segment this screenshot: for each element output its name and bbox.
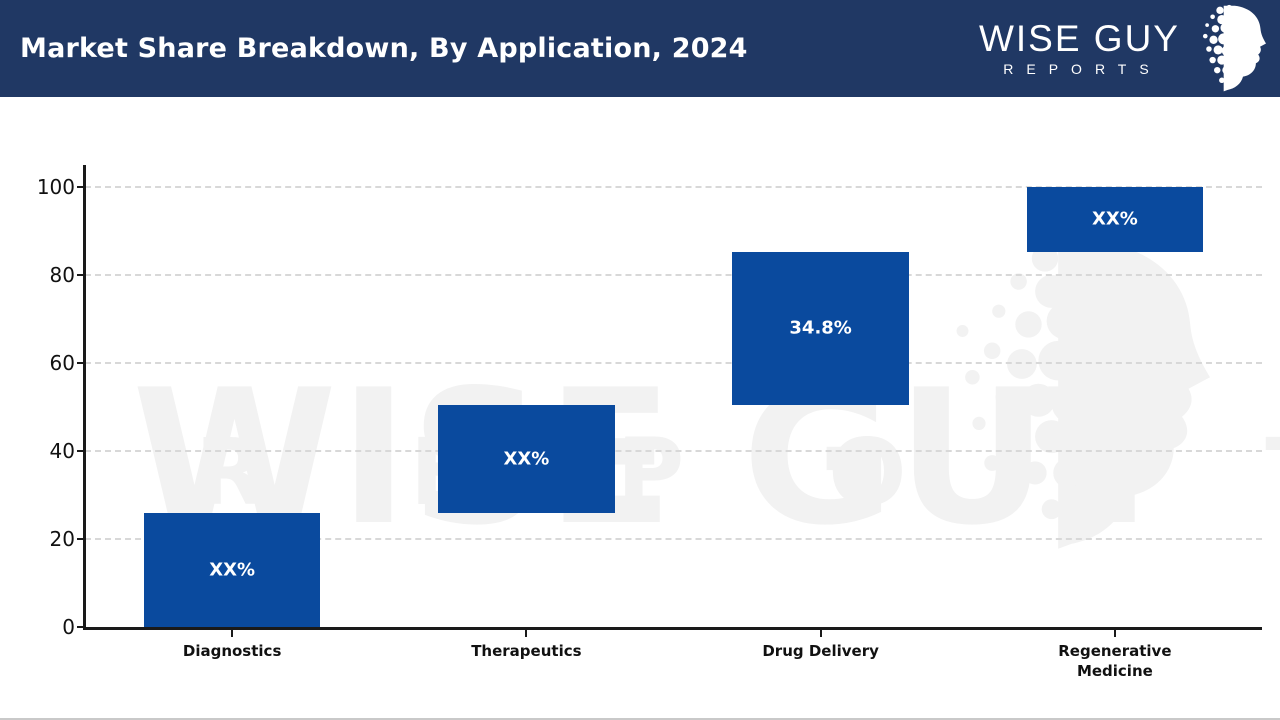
y-tick-mark <box>77 538 85 540</box>
waterfall-bar <box>438 404 615 514</box>
y-axis-line <box>83 165 86 630</box>
y-tick-mark <box>77 186 85 188</box>
y-gridline <box>85 450 1262 452</box>
x-tick-mark <box>231 629 234 637</box>
dotted-face-profile-icon <box>1202 4 1266 91</box>
chart-area: WISE GUY R E P O R T S 020406080100XX%Di… <box>0 97 1280 720</box>
bar-value-label: 34.8% <box>789 317 852 339</box>
x-category-label: Therapeutics <box>471 642 582 660</box>
y-gridline <box>85 186 1262 188</box>
watermark-dotted-face-icon <box>956 238 1210 549</box>
bar-value-label: XX% <box>1091 208 1138 230</box>
x-category-label: Diagnostics <box>182 642 282 660</box>
brand-sub-wordmark: REPORTS <box>1003 61 1162 77</box>
y-tick-mark <box>77 362 85 364</box>
x-tick-mark <box>525 629 528 637</box>
y-tick-label: 80 <box>49 263 75 287</box>
brand-logo: WISE GUY REPORTS <box>979 0 1266 97</box>
x-tick-mark <box>1113 629 1116 637</box>
header-bar: Market Share Breakdown, By Application, … <box>0 0 1280 97</box>
bar-value-label: XX% <box>503 448 550 470</box>
y-gridline <box>85 538 1262 540</box>
y-tick-label: 60 <box>49 351 75 375</box>
waterfall-bar <box>732 251 909 405</box>
x-tick-mark <box>819 629 822 637</box>
bar-value-label: XX% <box>209 559 256 581</box>
y-tick-mark <box>77 450 85 452</box>
y-tick-label: 0 <box>62 615 75 639</box>
y-tick-mark <box>77 626 85 628</box>
y-tick-mark <box>77 274 85 276</box>
y-tick-label: 100 <box>36 175 75 199</box>
x-axis-line <box>83 627 1262 630</box>
page-title: Market Share Breakdown, By Application, … <box>20 33 748 64</box>
y-tick-label: 40 <box>49 439 75 463</box>
waterfall-bar <box>143 513 321 627</box>
y-gridline <box>85 362 1262 364</box>
y-gridline <box>85 274 1262 276</box>
waterfall-bar <box>1026 187 1204 252</box>
brand-wordmark: WISE GUY <box>978 18 1180 59</box>
bottom-divider <box>0 718 1280 720</box>
x-category-label: Regenerative Medicine <box>1058 642 1172 681</box>
x-category-label: Drug Delivery <box>762 642 879 660</box>
y-tick-label: 20 <box>49 527 75 551</box>
brand-logo-text: WISE GUY REPORTS <box>979 20 1180 77</box>
